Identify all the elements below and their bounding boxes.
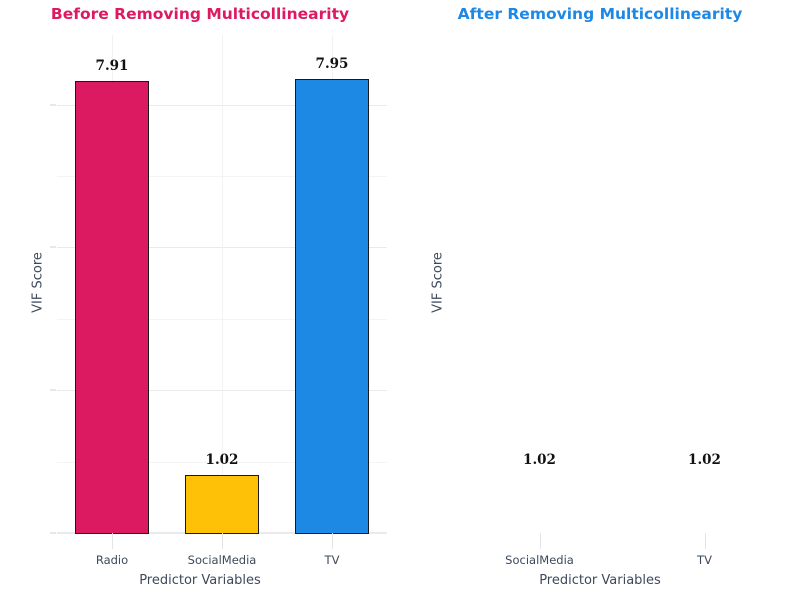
y-axis-tick-mark: [50, 246, 56, 248]
bar-value-label-radio: 7.91: [95, 58, 129, 75]
x-axis-tick-mark: [112, 533, 113, 549]
panel-title-before: Before Removing Multicollinearity: [50, 5, 350, 23]
plot-area-before: [50, 35, 387, 534]
y-axis-tick-mark: [50, 389, 56, 391]
x-axis-tick-mark: [539, 533, 541, 549]
bar-radio[interactable]: [75, 81, 149, 534]
bar-value-label-tv: 7.95: [315, 55, 349, 72]
y-axis-label-before: VIF Score: [30, 252, 46, 313]
bar-socialmedia[interactable]: [185, 474, 259, 534]
panel-title-after: After Removing Multicollinearity: [457, 5, 743, 23]
panel-after: After Removing Multicollinearity VIF Sco…: [400, 0, 800, 600]
x-axis-tick-label-socialmedia: SocialMedia: [505, 553, 574, 567]
y-axis-tick-mark: [50, 532, 56, 534]
x-axis-label-after: Predictor Variables: [539, 573, 661, 588]
x-axis-tick-mark: [222, 533, 223, 549]
x-axis-tick-mark: [332, 533, 333, 549]
x-axis-tick-label-tv: TV: [697, 553, 712, 567]
x-axis-tick-mark: [704, 533, 706, 549]
y-axis-tick-mark: [50, 104, 56, 106]
x-axis-tick-label-socialmedia: SocialMedia: [187, 553, 257, 567]
y-axis-label-after: VIF Score: [430, 252, 446, 313]
x-axis-label-before: Predictor Variables: [139, 573, 261, 588]
bar-value-label-socialmedia: 1.02: [523, 451, 556, 468]
x-axis-tick-label-tv: TV: [324, 553, 340, 567]
bar-tv[interactable]: [295, 78, 369, 534]
x-axis-tick-label-radio: Radio: [95, 553, 129, 567]
panel-before: Before Removing Multicollinearity VIF Sc…: [30, 5, 387, 588]
bar-value-label-socialmedia: 1.02: [205, 451, 239, 468]
bar-value-label-tv: 1.02: [688, 451, 721, 468]
gridline-vertical: [222, 35, 223, 533]
